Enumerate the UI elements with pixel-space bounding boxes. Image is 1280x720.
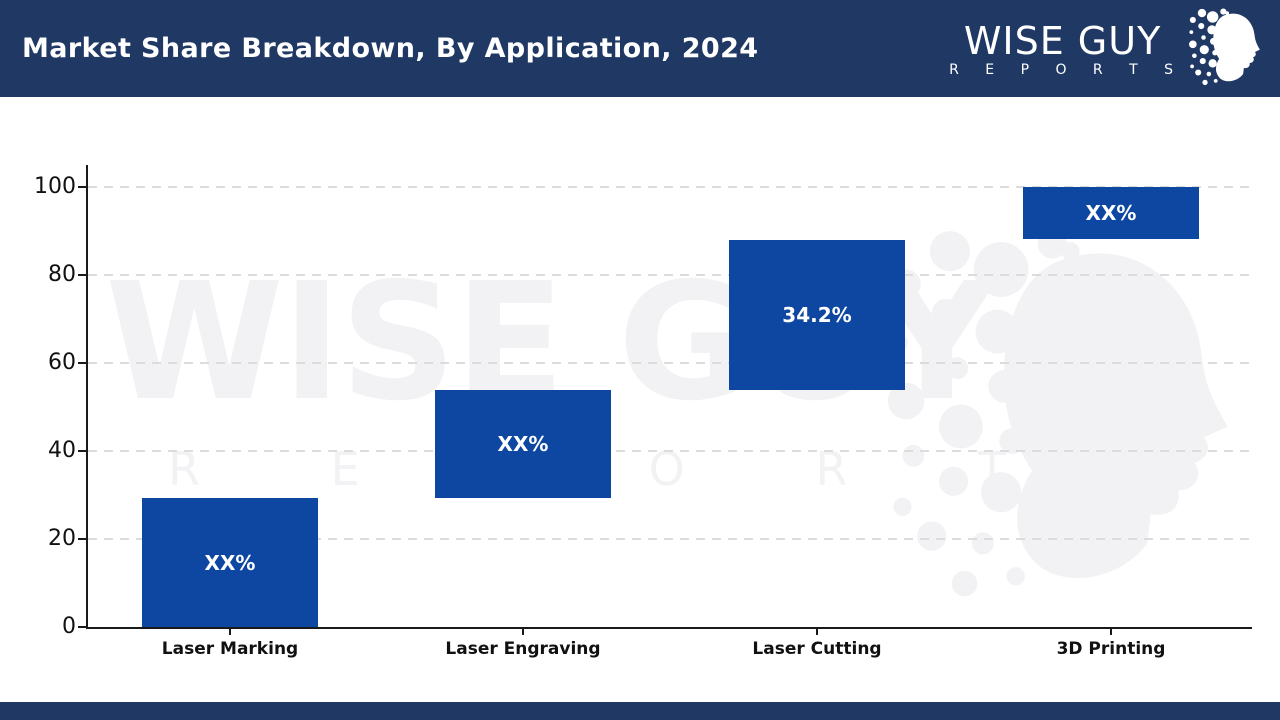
bar-value-label: 34.2%	[782, 303, 852, 328]
page-title: Market Share Breakdown, By Application, …	[22, 33, 759, 64]
y-tick-mark-0	[78, 626, 86, 628]
x-tick-mark-1	[229, 629, 231, 635]
x-tick-label-4: 3D Printing	[1056, 639, 1166, 659]
y-tick-label-60: 60	[48, 350, 76, 375]
bar-1: XX%	[142, 498, 318, 627]
y-tick-label-100: 100	[34, 174, 76, 199]
x-tick-mark-2	[522, 629, 524, 635]
y-tick-label-80: 80	[48, 262, 76, 287]
logo-subtitle: R E P O R T S	[949, 61, 1184, 78]
y-tick-mark-20	[78, 538, 86, 540]
bar-value-label: XX%	[497, 431, 549, 456]
x-tick-label-1: Laser Marking	[161, 639, 299, 659]
gridline-100	[88, 186, 1252, 188]
gridline-80	[88, 274, 1252, 276]
logo-head-icon	[1186, 7, 1266, 93]
y-tick-label-0: 0	[62, 614, 76, 639]
bar-4: XX%	[1023, 187, 1199, 239]
bar-3: 34.2%	[729, 239, 905, 391]
logo-text: WISE GUY R E P O R T S	[941, 19, 1184, 78]
gridline-40	[88, 450, 1252, 452]
x-tick-label-3: Laser Cutting	[752, 639, 882, 659]
x-tick-label-2: Laser Engraving	[445, 639, 601, 659]
x-tick-mark-3	[816, 629, 818, 635]
footer-band	[0, 702, 1280, 720]
wise-guy-logo: WISE GUY R E P O R T S	[941, 7, 1266, 93]
y-tick-mark-100	[78, 186, 86, 188]
bar-value-label: XX%	[204, 550, 256, 575]
gridline-20	[88, 538, 1252, 540]
y-tick-mark-80	[78, 274, 86, 276]
y-axis-spine	[86, 165, 88, 627]
y-tick-mark-40	[78, 450, 86, 452]
logo-wordmark: WISE GUY	[963, 19, 1162, 64]
gridline-60	[88, 362, 1252, 364]
y-tick-label-20: 20	[48, 526, 76, 551]
x-axis-spine	[86, 627, 1252, 629]
y-tick-label-40: 40	[48, 438, 76, 463]
bar-value-label: XX%	[1085, 200, 1137, 225]
y-tick-mark-60	[78, 362, 86, 364]
x-tick-mark-4	[1110, 629, 1112, 635]
bar-2: XX%	[435, 389, 611, 498]
header-band	[0, 0, 1280, 97]
